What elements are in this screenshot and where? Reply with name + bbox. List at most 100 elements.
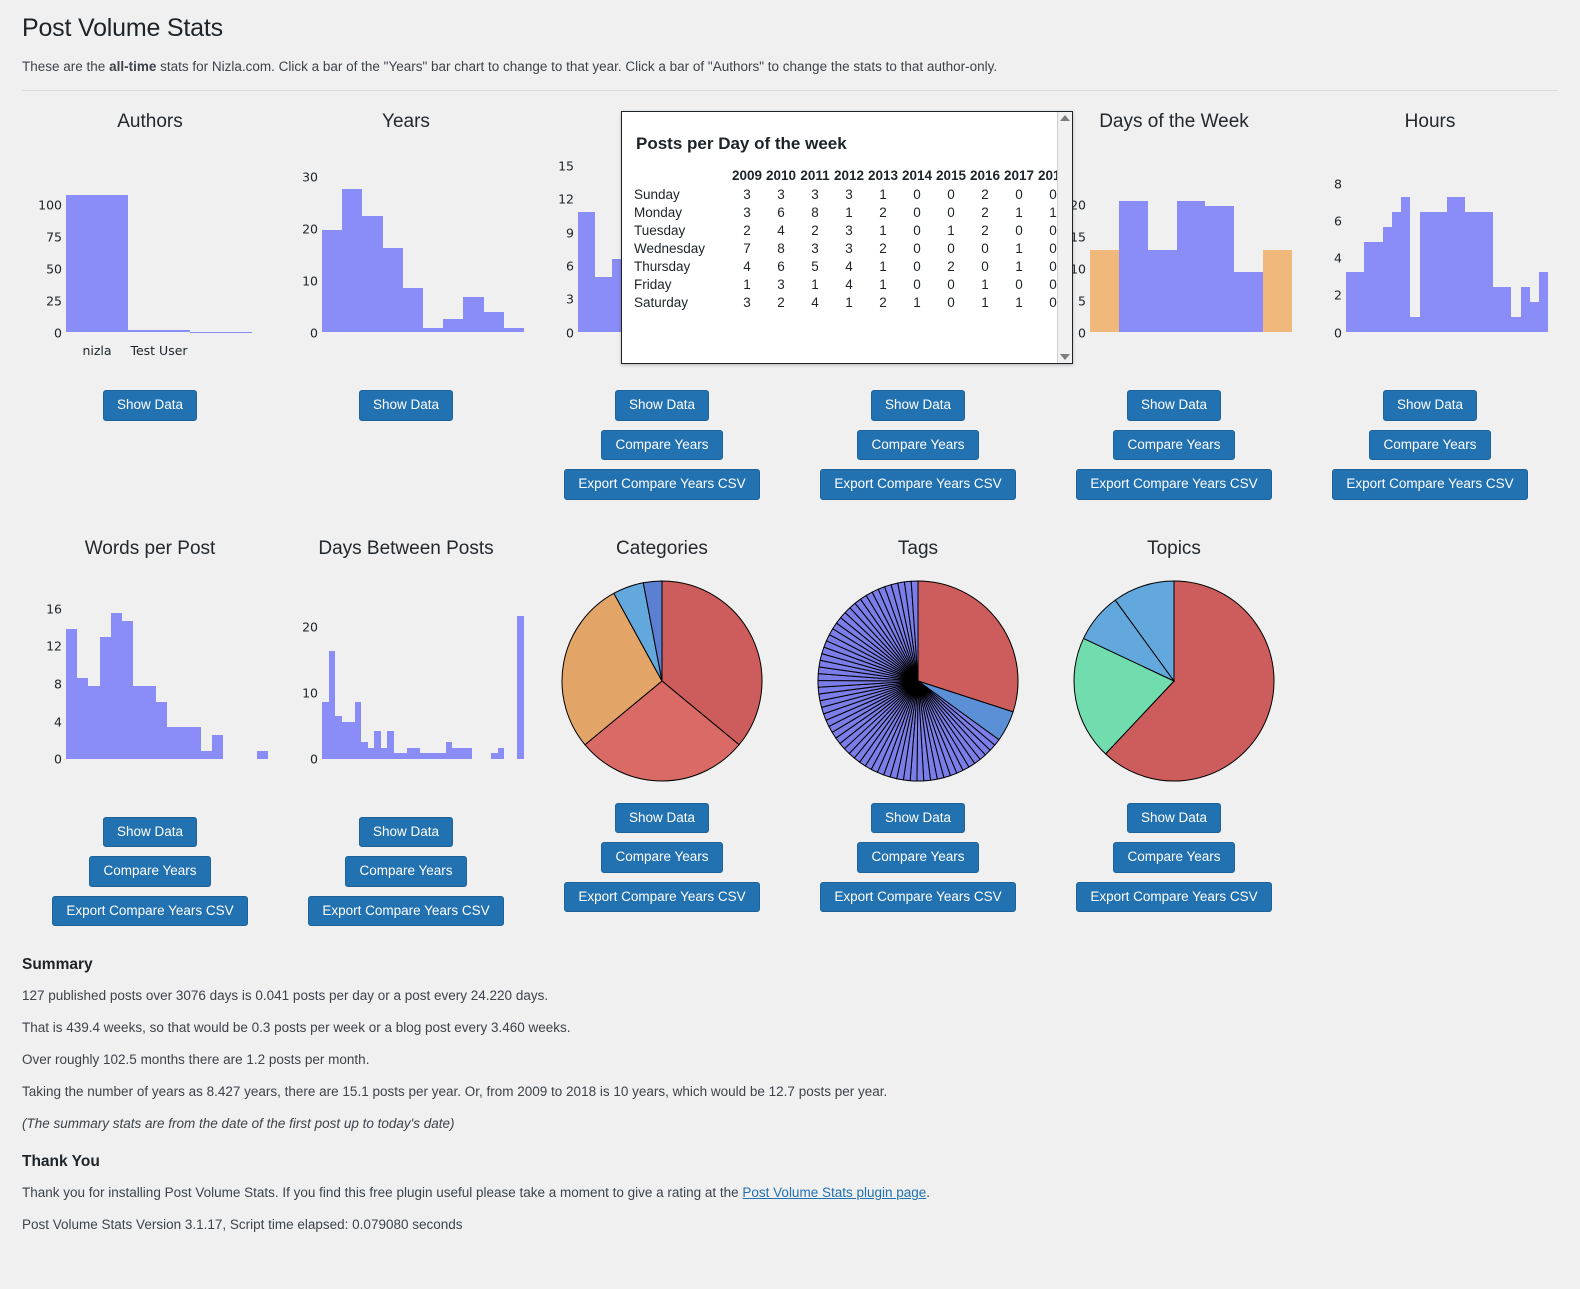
bar (402, 287, 424, 333)
chart-actions-topics: Show Data Compare Years Export Compare Y… (1076, 802, 1272, 913)
show-data-button[interactable]: Show Data (614, 390, 710, 421)
scroll-up-icon[interactable] (1059, 115, 1070, 121)
show-data-button[interactable]: Show Data (358, 390, 454, 421)
pie-slice[interactable] (1114, 580, 1175, 683)
bar (1263, 250, 1293, 333)
chart-plot-hours[interactable]: 0 2 4 6 8 (1312, 147, 1549, 362)
cell-value: 5 (811, 259, 819, 274)
export-csv-button[interactable]: Export Compare Years CSV (564, 881, 760, 913)
bar (342, 189, 363, 333)
cell-value: 1 (1015, 259, 1023, 274)
posts-per-day-of-week-overlay[interactable]: Posts per Day of the week 2009 2010 2011… (621, 111, 1073, 364)
export-csv-button[interactable]: Export Compare Years CSV (1332, 469, 1528, 500)
show-data-button[interactable]: Show Data (870, 802, 966, 834)
compare-years-button[interactable]: Compare Years (345, 856, 467, 887)
pie-slice[interactable] (1104, 580, 1275, 782)
chart-plot-words-per-post[interactable]: 0 4 8 12 16 (32, 574, 268, 789)
bar (77, 677, 89, 760)
show-data-button[interactable]: Show Data (614, 802, 710, 834)
col-header: 2009 (731, 168, 763, 183)
summary-line: Taking the number of years as 8.427 year… (22, 1084, 888, 1100)
export-csv-button[interactable]: Export Compare Years CSV (820, 881, 1016, 913)
tags-pie-svg[interactable] (814, 577, 1022, 785)
show-data-button[interactable]: Show Data (1382, 390, 1478, 421)
export-csv-button[interactable]: Export Compare Years CSV (564, 469, 760, 500)
show-data-button[interactable]: Show Data (102, 390, 198, 421)
bar (419, 753, 427, 760)
cell-value: 1 (913, 295, 921, 310)
pie-slice[interactable] (910, 580, 919, 682)
cell-value: 0 (981, 259, 989, 274)
pie-slice[interactable] (661, 580, 763, 746)
cell-value: 0 (1049, 223, 1057, 238)
chart-card-topics: Topics Show Data Compare Years Export Co… (1046, 526, 1302, 913)
bar (1410, 317, 1420, 333)
compare-years-button[interactable]: Compare Years (601, 842, 723, 873)
chart-plot-authors[interactable]: 0 25 50 75 100 nizla Test User (32, 147, 268, 362)
cell-value: 0 (947, 187, 955, 202)
compare-years-button[interactable]: Compare Years (1113, 429, 1235, 461)
chart-plot-categories[interactable] (544, 574, 780, 789)
bar (382, 247, 403, 333)
compare-years-button[interactable]: Compare Years (857, 842, 979, 873)
cell-value: 1 (1015, 295, 1023, 310)
topics-pie-svg[interactable] (1070, 577, 1278, 785)
chart-plot-days-of-week[interactable]: 0 5 10 15 20 (1056, 147, 1293, 362)
pie-slice[interactable] (917, 580, 1019, 713)
bar (341, 721, 349, 760)
export-csv-button[interactable]: Export Compare Years CSV (52, 895, 248, 927)
bar (1364, 241, 1374, 333)
table-row: Saturday324121011015 (634, 294, 1057, 312)
bars-years (322, 147, 525, 362)
bar (452, 747, 459, 760)
cell-value: 0 (913, 277, 921, 292)
chart-plot-years[interactable]: 0 10 20 30 (288, 147, 525, 362)
chart-title-tags: Tags (897, 537, 939, 559)
cell-value: 2 (981, 223, 989, 238)
cell-value: 1 (981, 277, 989, 292)
export-csv-button[interactable]: Export Compare Years CSV (1076, 469, 1272, 500)
bar (1502, 287, 1512, 333)
cell-value: 0 (947, 205, 955, 220)
show-data-button[interactable]: Show Data (1126, 390, 1222, 421)
pie-slice[interactable] (561, 592, 663, 746)
cell-value: 3 (743, 295, 751, 310)
compare-years-button[interactable]: Compare Years (1113, 842, 1235, 873)
cell-value: 2 (947, 259, 955, 274)
table-row: Sunday333310020015 (634, 186, 1057, 204)
bar (354, 701, 362, 760)
pie-slice[interactable] (642, 580, 663, 682)
export-csv-button[interactable]: Export Compare Years CSV (308, 895, 504, 927)
categories-pie-svg[interactable] (558, 577, 766, 785)
compare-years-button[interactable]: Compare Years (1369, 429, 1491, 461)
scroll-down-icon[interactable] (1059, 354, 1070, 360)
pie-slice[interactable] (1073, 637, 1175, 755)
show-data-button[interactable]: Show Data (870, 390, 966, 421)
bar (463, 296, 484, 333)
thank-you-title: Thank You (22, 1153, 100, 1171)
chart-plot-topics[interactable] (1056, 574, 1292, 789)
compare-years-button[interactable]: Compare Years (89, 856, 211, 887)
compare-years-button[interactable]: Compare Years (857, 429, 979, 461)
show-data-button[interactable]: Show Data (1126, 802, 1222, 834)
chart-plot-tags[interactable] (800, 574, 1036, 789)
cell-value: 0 (1049, 241, 1057, 256)
bars-authors (66, 147, 268, 362)
overlay-scrollbar[interactable] (1056, 112, 1072, 363)
bar (122, 621, 134, 760)
cell-value: 0 (1049, 187, 1057, 202)
summary-note: (The summary stats are from the date of … (22, 1116, 455, 1132)
bar (1205, 206, 1235, 333)
plugin-page-link[interactable]: Post Volume Stats plugin page (742, 1185, 927, 1201)
compare-years-button[interactable]: Compare Years (601, 429, 723, 461)
y-axis-authors: 0 25 50 75 100 (38, 197, 62, 341)
pie-slice[interactable] (584, 680, 740, 782)
show-data-button[interactable]: Show Data (358, 816, 454, 848)
bar (190, 331, 252, 333)
chart-actions-categories: Show Data Compare Years Export Compare Y… (564, 802, 760, 913)
show-data-button[interactable]: Show Data (102, 816, 198, 848)
row-label: Friday (634, 277, 672, 292)
export-csv-button[interactable]: Export Compare Years CSV (1076, 881, 1272, 913)
export-csv-button[interactable]: Export Compare Years CSV (820, 469, 1016, 500)
chart-plot-days-between-posts[interactable]: 0 10 20 (288, 574, 524, 789)
